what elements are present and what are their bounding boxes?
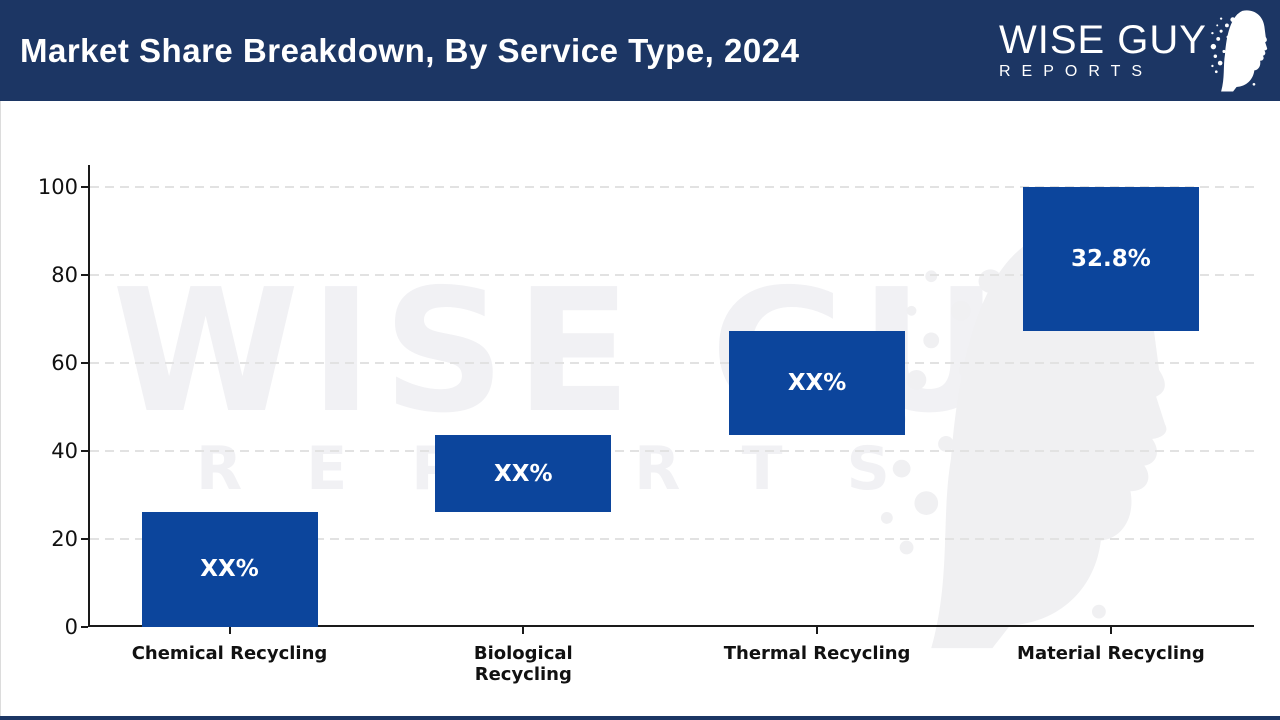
y-axis-tick-label: 20: [51, 527, 78, 551]
gridline-60: [90, 362, 1254, 364]
bar-value-label-thermal-recycling: XX%: [787, 370, 847, 397]
x-axis-label-chemical-recycling: Chemical Recycling: [115, 643, 345, 664]
bar-value-label-chemical-recycling: XX%: [200, 556, 259, 583]
x-axis-tick-thermal-recycling: [816, 627, 819, 634]
header-bar: Market Share Breakdown, By Service Type,…: [0, 0, 1280, 101]
y-axis-tick-20: [81, 538, 88, 540]
logo-text: WISE GUY REPORTS: [999, 20, 1207, 81]
y-axis-tick-80: [81, 274, 88, 276]
x-axis-label-thermal-recycling: Thermal Recycling: [702, 643, 932, 664]
x-axis-tick-biological-recycling: [522, 627, 525, 634]
x-axis-tick-chemical-recycling: [228, 627, 231, 634]
logo-wordmark: WISE GUY: [998, 18, 1207, 62]
x-axis-label-line: Material Recycling: [1017, 643, 1205, 664]
bar-material-recycling: 32.8%: [1022, 187, 1199, 332]
chart-area: [0, 101, 1280, 716]
logo-subtext: REPORTS: [998, 63, 1154, 80]
y-axis-tick-60: [81, 362, 88, 364]
x-axis-label-biological-recycling: Biological Recycling: [408, 643, 638, 685]
bar-value-label-biological-recycling: XX%: [494, 460, 553, 487]
y-axis-line: [88, 165, 90, 627]
gridline-20: [90, 538, 1254, 540]
x-axis-label-line: Thermal Recycling: [723, 643, 911, 664]
logo-face-icon: [1210, 10, 1268, 92]
y-axis-tick-label: 0: [64, 615, 78, 639]
bar-biological-recycling: XX%: [435, 435, 612, 512]
y-axis-tick-40: [81, 450, 88, 452]
y-axis-tick-label: 60: [51, 351, 78, 375]
footer-bar: [0, 716, 1280, 720]
gridline-100: [90, 186, 1254, 188]
wise-guy-logo: WISE GUY REPORTS: [999, 0, 1268, 101]
x-axis-label-material-recycling: Material Recycling: [996, 643, 1226, 664]
gridline-40: [90, 450, 1254, 452]
chart-title: Market Share Breakdown, By Service Type,…: [20, 31, 800, 69]
bar-chemical-recycling: XX%: [141, 512, 318, 627]
bar-thermal-recycling: XX%: [729, 331, 906, 436]
y-axis-tick-100: [81, 186, 88, 188]
x-axis-label-line: Recycling: [474, 664, 572, 685]
y-axis-tick-label: 80: [51, 263, 78, 287]
x-axis-line: [88, 625, 1254, 627]
y-axis-tick-label: 100: [37, 175, 78, 199]
x-axis-tick-material-recycling: [1109, 627, 1112, 634]
y-axis-tick-0: [81, 626, 88, 628]
x-axis-label-line: Biological: [473, 643, 573, 664]
gridline-80: [90, 274, 1254, 276]
y-axis-tick-label: 40: [51, 439, 78, 463]
bar-value-label-material-recycling: 32.8%: [1070, 246, 1151, 273]
x-axis-label-line: Chemical Recycling: [131, 643, 328, 664]
